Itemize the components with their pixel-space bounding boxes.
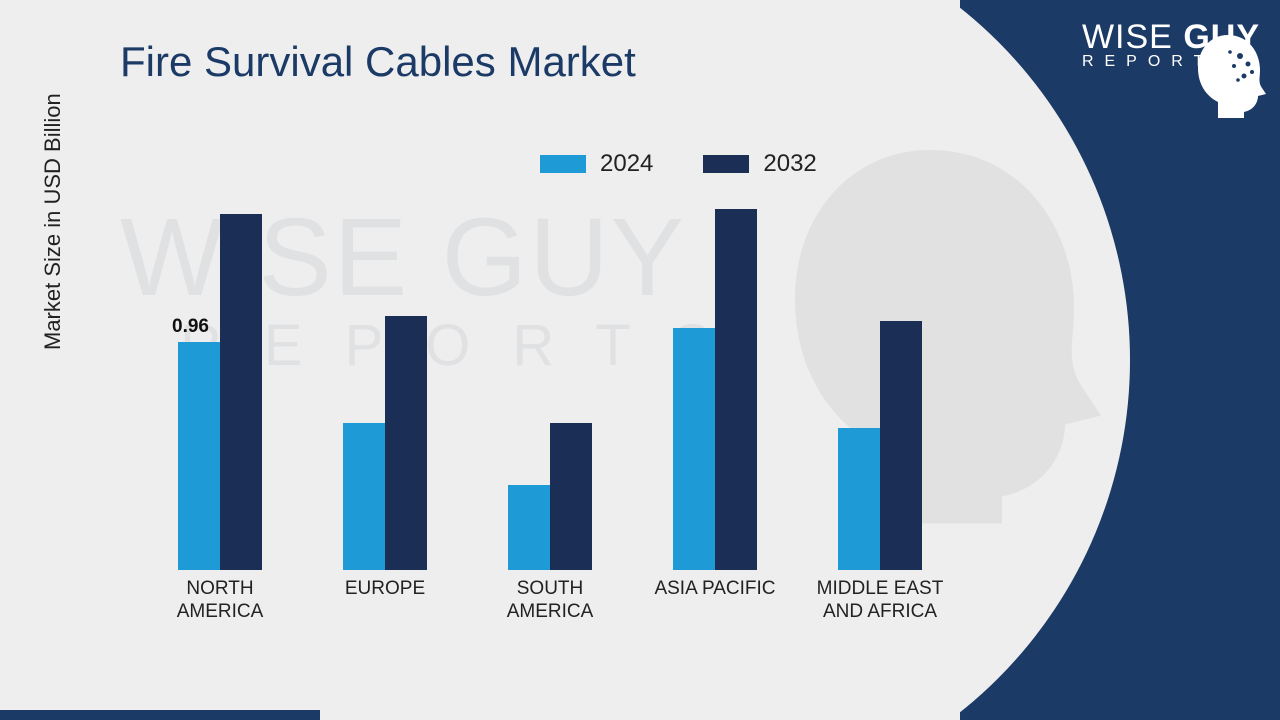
legend-item-2032: 2032 xyxy=(703,150,816,178)
bar: 0.96 xyxy=(178,342,220,570)
legend-item-2024: 2024 xyxy=(540,150,653,178)
bottom-accent-bar xyxy=(0,710,320,720)
legend-label-2024: 2024 xyxy=(600,150,653,178)
bar xyxy=(550,423,592,570)
legend-swatch-2032 xyxy=(703,155,749,173)
bar xyxy=(508,485,550,571)
legend-label-2032: 2032 xyxy=(763,150,816,178)
brand-logo: WISE GUY REPORTS xyxy=(1082,18,1260,71)
x-axis-label: SOUTH AMERICA xyxy=(480,578,620,624)
bar-group: EUROPE xyxy=(335,316,435,570)
chart-area: Market Size in USD Billion 2024 2032 0.9… xyxy=(60,150,960,630)
x-axis-label: MIDDLE EAST AND AFRICA xyxy=(810,578,950,624)
x-axis-label: ASIA PACIFIC xyxy=(645,578,785,601)
chart-title: Fire Survival Cables Market xyxy=(120,38,636,86)
bar-group: MIDDLE EAST AND AFRICA xyxy=(830,321,930,570)
bar-group: ASIA PACIFIC xyxy=(665,209,765,570)
bar xyxy=(715,209,757,570)
logo-word-2: GUY xyxy=(1183,18,1260,56)
logo-word-1: WISE xyxy=(1082,18,1173,56)
bar xyxy=(673,328,715,570)
x-axis-label: NORTH AMERICA xyxy=(150,578,290,624)
logo-subtext: REPORTS xyxy=(1082,53,1260,71)
bar-value-label: 0.96 xyxy=(172,316,209,338)
bar-group: SOUTH AMERICA xyxy=(500,423,600,570)
bar xyxy=(880,321,922,570)
legend: 2024 2032 xyxy=(540,150,817,178)
bar xyxy=(385,316,427,570)
chart-canvas: WISE GUY REPORTS WISE GUY REPORTS Fire S… xyxy=(0,0,1280,720)
y-axis-label: Market Size in USD Billion xyxy=(40,93,66,350)
bar xyxy=(220,214,262,570)
bar xyxy=(838,428,880,571)
bar-group: 0.96NORTH AMERICA xyxy=(170,214,270,570)
bar xyxy=(343,423,385,570)
plot-area: 0.96NORTH AMERICA EUROPE SOUTH AMERICA ASIA… xyxy=(140,190,960,570)
x-axis-label: EUROPE xyxy=(315,578,455,601)
legend-swatch-2024 xyxy=(540,155,586,173)
